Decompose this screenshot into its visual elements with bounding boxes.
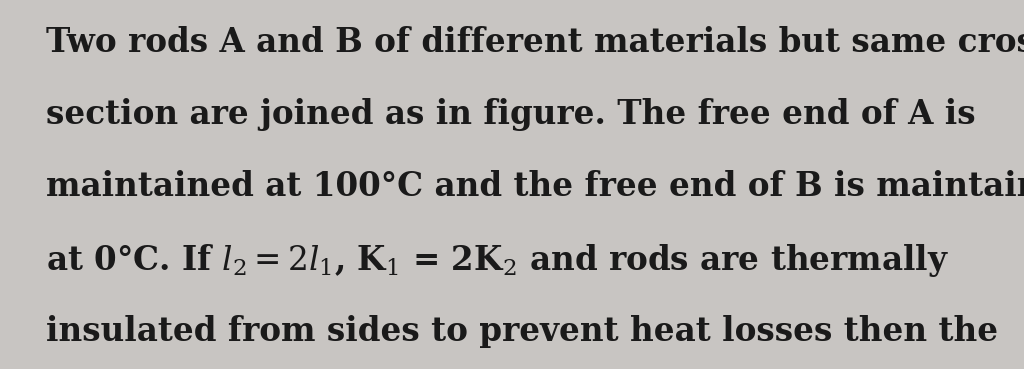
Text: Two rods A and B of different materials but same cross: Two rods A and B of different materials …	[46, 26, 1024, 59]
Text: insulated from sides to prevent heat losses then the: insulated from sides to prevent heat los…	[46, 315, 998, 348]
Text: maintained at 100°C and the free end of B is maintained: maintained at 100°C and the free end of …	[46, 170, 1024, 203]
Text: section are joined as in figure. The free end of A is: section are joined as in figure. The fre…	[46, 98, 976, 131]
Text: at 0°C. If $l_2 = 2l_1$, K$_1$ = 2K$_2$ and rods are thermally: at 0°C. If $l_2 = 2l_1$, K$_1$ = 2K$_2$ …	[46, 242, 949, 279]
